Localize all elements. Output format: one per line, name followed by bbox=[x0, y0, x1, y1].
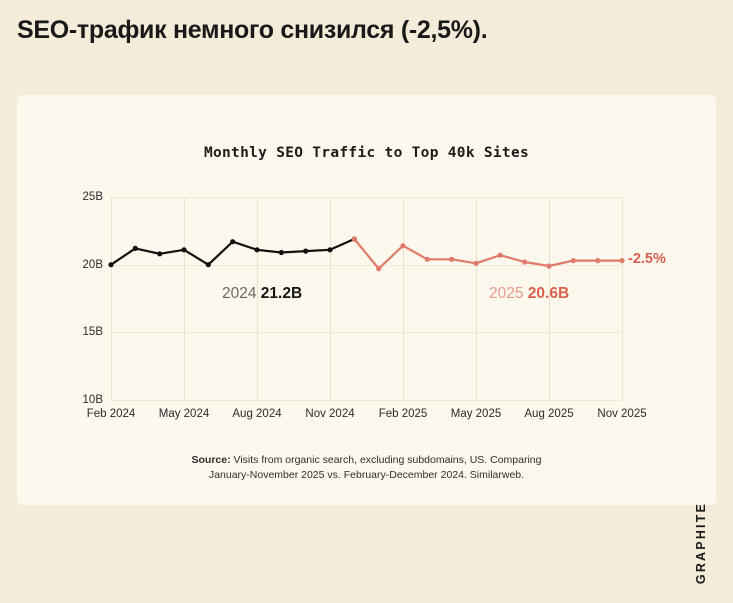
graphite-watermark-text: GRAPHITE bbox=[694, 501, 708, 585]
grid-line-vertical bbox=[549, 197, 550, 400]
grid-line-vertical bbox=[257, 197, 258, 400]
series-point bbox=[546, 263, 552, 269]
y-axis-tick-label: 25B bbox=[82, 191, 103, 203]
grid-line-vertical bbox=[403, 197, 404, 400]
annotation-2024-value: 21.2B bbox=[260, 285, 303, 302]
annotation-2025-value: 20.6B bbox=[527, 285, 570, 302]
annotation-2025-year: 2025 bbox=[489, 285, 524, 302]
grid-line-vertical bbox=[184, 197, 185, 400]
x-axis-tick-label: Aug 2025 bbox=[524, 408, 574, 420]
y-axis-tick-label: 15B bbox=[82, 326, 103, 339]
x-axis-tick-label: May 2024 bbox=[158, 408, 210, 420]
source-line-1: Visits from organic search, excluding su… bbox=[230, 454, 542, 466]
series-point bbox=[351, 236, 357, 242]
x-axis-tick-label: Nov 2025 bbox=[597, 408, 647, 420]
grid-line-vertical bbox=[476, 197, 477, 400]
y-axis-tick-label: 20B bbox=[82, 258, 103, 271]
annotation-2024-year: 2024 bbox=[222, 285, 257, 302]
source-line-2: January-November 2025 vs. February-Decem… bbox=[208, 468, 525, 481]
series-point bbox=[254, 247, 260, 253]
source-label: Source: bbox=[191, 454, 231, 466]
page-headline: SEO-трафик немного снизился (-2,5%). bbox=[17, 16, 488, 44]
x-axis: Feb 2024 May 2024 Aug 2024 Nov 2024 Feb 2025… bbox=[17, 408, 716, 428]
series-point bbox=[595, 258, 601, 264]
series-point bbox=[570, 258, 576, 264]
x-axis-tick-label: May 2025 bbox=[450, 408, 502, 420]
series-point bbox=[303, 248, 309, 254]
series-point bbox=[497, 252, 503, 258]
series-point bbox=[522, 259, 528, 265]
series-points-2024 bbox=[108, 236, 357, 268]
chart-card: Monthly SEO Traffic to Top 40k Sites 25B… bbox=[17, 95, 716, 584]
series-point bbox=[181, 247, 187, 253]
grid-line-horizontal bbox=[111, 332, 622, 334]
series-point bbox=[132, 245, 138, 251]
grid-line-horizontal bbox=[111, 264, 622, 266]
y-axis: 25B 20B 15B 10B bbox=[45, 95, 103, 505]
series-point bbox=[473, 260, 479, 266]
annotation-2024: 2024 21.2B bbox=[222, 285, 302, 303]
series-point bbox=[400, 243, 406, 249]
grid-line-vertical bbox=[330, 197, 331, 400]
series-point bbox=[230, 239, 236, 245]
series-point bbox=[376, 266, 382, 272]
grid-line-horizontal bbox=[111, 400, 622, 401]
series-points-2025 bbox=[351, 236, 625, 272]
plot-area bbox=[111, 197, 623, 401]
series-point bbox=[619, 258, 625, 264]
y-axis-tick-label: 10B bbox=[82, 394, 103, 406]
chart-series-layer bbox=[108, 236, 625, 272]
graphite-watermark: GRAPHITE bbox=[690, 483, 712, 603]
annotation-2025: 2025 20.6B bbox=[489, 285, 569, 303]
delta-percentage-label: -2.5% bbox=[628, 251, 666, 267]
chart-title: Monthly SEO Traffic to Top 40k Sites bbox=[203, 145, 530, 161]
series-point bbox=[108, 262, 114, 268]
x-axis-tick-label: Feb 2024 bbox=[86, 408, 136, 420]
grid-line-horizontal bbox=[111, 197, 622, 198]
series-point bbox=[327, 247, 333, 253]
x-axis-tick-label: Nov 2024 bbox=[305, 408, 355, 420]
grid-line-vertical bbox=[111, 197, 112, 400]
series-line-2025 bbox=[353, 237, 624, 270]
grid-line-vertical bbox=[622, 197, 623, 400]
x-axis-tick-label: Aug 2024 bbox=[232, 408, 282, 420]
series-point bbox=[205, 262, 211, 268]
series-point bbox=[449, 256, 455, 262]
series-point bbox=[157, 251, 163, 257]
series-point bbox=[278, 249, 284, 256]
source-note: Source: Visits from organic search, excl… bbox=[17, 453, 716, 482]
series-point bbox=[424, 256, 430, 262]
x-axis-tick-label: Feb 2025 bbox=[378, 408, 428, 420]
